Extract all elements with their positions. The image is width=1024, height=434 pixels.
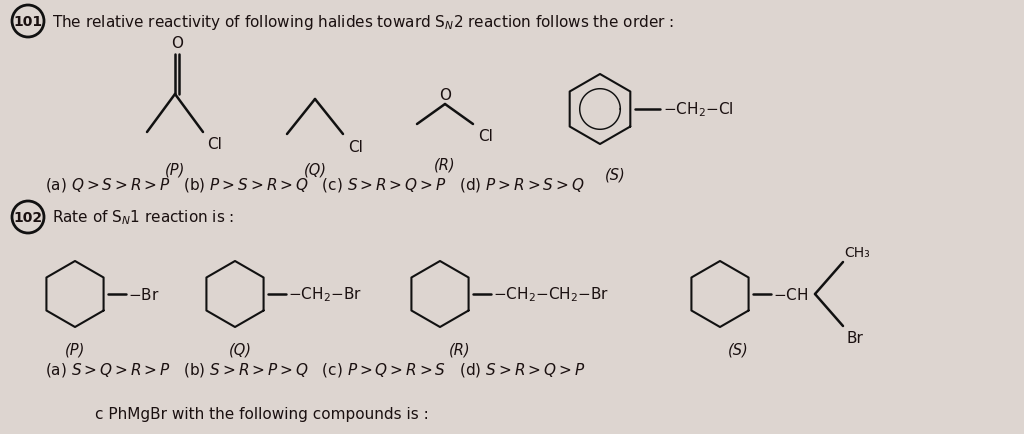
- Text: (S): (S): [728, 342, 749, 357]
- Text: O: O: [439, 87, 451, 102]
- Text: (P): (P): [65, 342, 85, 357]
- Text: (P): (P): [165, 162, 185, 177]
- Text: 101: 101: [13, 15, 43, 29]
- Text: $-$CH$_2$$-$Cl: $-$CH$_2$$-$Cl: [663, 100, 733, 119]
- Text: $-$CH$_2$$-$Br: $-$CH$_2$$-$Br: [288, 285, 361, 304]
- Text: Rate of S$_N$1 reaction is :: Rate of S$_N$1 reaction is :: [52, 208, 234, 227]
- Text: $-$CH: $-$CH: [773, 286, 808, 302]
- Text: (a) $Q > S > R > P$   (b) $P > S > R > Q$   (c) $S > R > Q > P$   (d) $P > R > S: (a) $Q > S > R > P$ (b) $P > S > R > Q$ …: [45, 176, 585, 194]
- Text: (a) $S > Q > R > P$   (b) $S > R > P > Q$   (c) $P > Q > R > S$   (d) $S > R > Q: (a) $S > Q > R > P$ (b) $S > R > P > Q$ …: [45, 360, 586, 378]
- Text: $-$Br: $-$Br: [128, 286, 160, 302]
- Text: (Q): (Q): [228, 342, 252, 357]
- Text: O: O: [171, 36, 183, 50]
- Text: Cl: Cl: [478, 129, 493, 144]
- Text: (Q): (Q): [303, 162, 327, 177]
- Text: (S): (S): [604, 167, 626, 182]
- Text: Cl: Cl: [348, 140, 362, 155]
- Text: $-$CH$_2$$-$CH$_2$$-$Br: $-$CH$_2$$-$CH$_2$$-$Br: [493, 285, 609, 304]
- Text: The relative reactivity of following halides toward S$_N$2 reaction follows the : The relative reactivity of following hal…: [52, 13, 674, 31]
- Text: 102: 102: [13, 210, 43, 224]
- Text: Cl: Cl: [207, 137, 222, 152]
- Text: (R): (R): [450, 342, 471, 357]
- Text: (R): (R): [434, 157, 456, 172]
- Text: c PhMgBr with the following compounds is :: c PhMgBr with the following compounds is…: [95, 407, 429, 421]
- Text: Br: Br: [847, 331, 863, 346]
- Text: CH₃: CH₃: [844, 246, 869, 260]
